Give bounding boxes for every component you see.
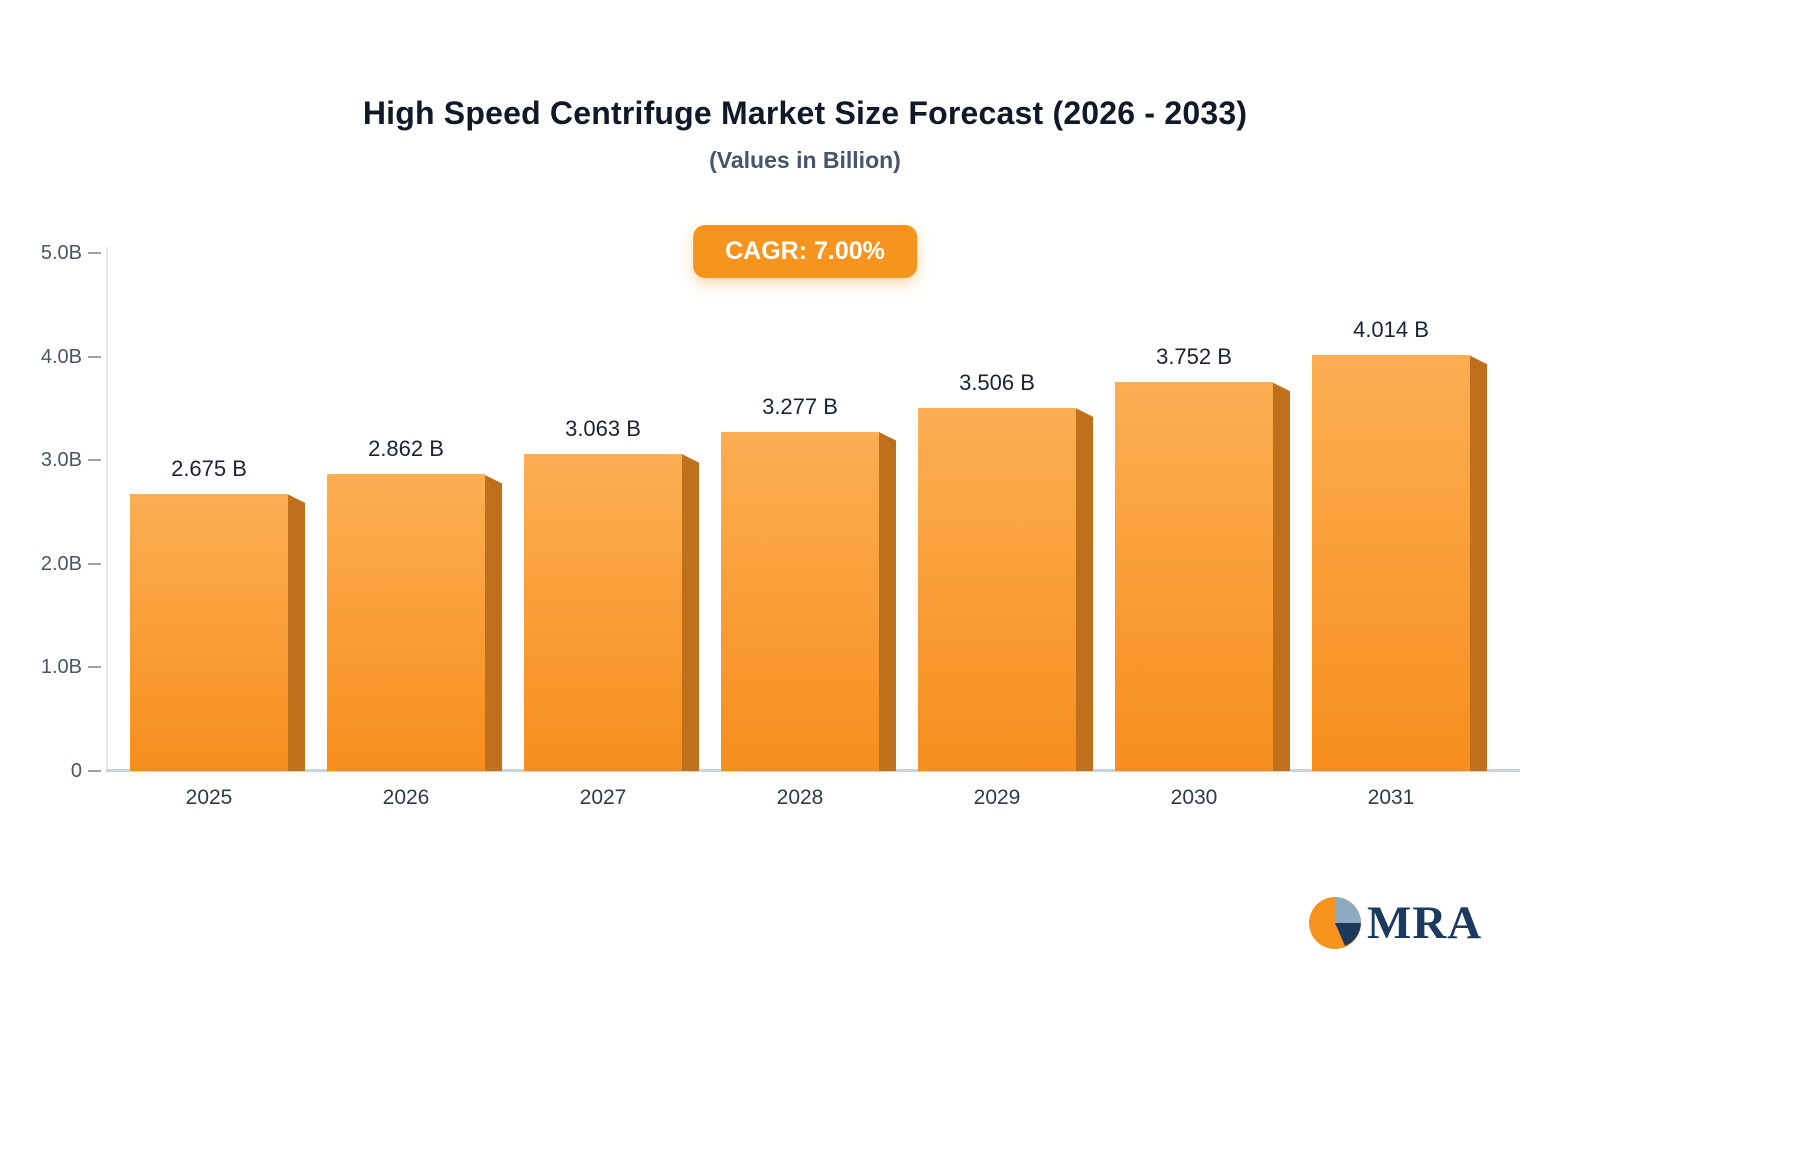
x-axis-category-label: 2029 bbox=[973, 786, 1021, 809]
bar-side-face bbox=[878, 431, 896, 771]
y-axis-line bbox=[106, 247, 108, 773]
bar-side-face bbox=[1469, 355, 1487, 771]
bar-side-face bbox=[287, 493, 305, 771]
bar-value-label: 3.277 B bbox=[762, 393, 838, 419]
chart-subtitle: (Values in Billion) bbox=[709, 147, 901, 173]
bar-value-label: 3.752 B bbox=[1156, 344, 1232, 370]
x-axis-category-label: 2030 bbox=[1170, 786, 1218, 809]
y-axis-tick-mark bbox=[88, 459, 101, 462]
chart-title: High Speed Centrifuge Market Size Foreca… bbox=[362, 95, 1248, 131]
bar bbox=[1115, 382, 1273, 771]
x-axis-category-label: 2027 bbox=[579, 786, 627, 809]
bar-value-label: 3.063 B bbox=[565, 415, 641, 441]
y-axis-tick-mark bbox=[88, 666, 101, 669]
logo-pie-icon bbox=[1309, 897, 1361, 949]
bar-side-face bbox=[484, 474, 502, 771]
y-axis-tick-label: 3.0B bbox=[40, 449, 82, 472]
y-axis-tick-label: 4.0B bbox=[40, 345, 82, 368]
bar-value-label: 2.675 B bbox=[171, 455, 247, 481]
x-axis-category-label: 2026 bbox=[382, 786, 430, 809]
x-axis-category-label: 2031 bbox=[1367, 786, 1415, 809]
cagr-badge: CAGR: 7.00% bbox=[693, 225, 917, 278]
bar-value-label: 3.506 B bbox=[959, 369, 1035, 395]
y-axis-tick-mark bbox=[88, 562, 101, 565]
brand-logo: MRA bbox=[1308, 896, 1482, 950]
bar bbox=[524, 453, 682, 771]
bar bbox=[918, 407, 1076, 771]
bar bbox=[130, 493, 288, 771]
y-axis-tick-mark bbox=[88, 355, 101, 358]
bar bbox=[327, 474, 485, 771]
bar bbox=[721, 431, 879, 771]
bar-side-face bbox=[1075, 407, 1093, 771]
y-axis-tick-mark bbox=[88, 252, 101, 254]
y-axis-tick-label: 5.0B bbox=[40, 242, 82, 264]
bar-value-label: 2.862 B bbox=[368, 436, 444, 462]
y-axis-tick-label: 0 bbox=[70, 760, 82, 782]
logo-text: MRA bbox=[1367, 896, 1483, 949]
y-axis-tick-mark bbox=[88, 770, 101, 772]
bar-side-face bbox=[1272, 382, 1290, 771]
y-axis-tick-label: 1.0B bbox=[40, 656, 82, 679]
bar-value-label: 4.014 B bbox=[1353, 317, 1429, 343]
bar-side-face bbox=[681, 453, 699, 771]
x-axis-category-label: 2025 bbox=[185, 786, 233, 809]
bar bbox=[1312, 355, 1470, 771]
y-axis-tick-label: 2.0B bbox=[40, 552, 82, 575]
x-axis-category-label: 2028 bbox=[776, 786, 824, 809]
